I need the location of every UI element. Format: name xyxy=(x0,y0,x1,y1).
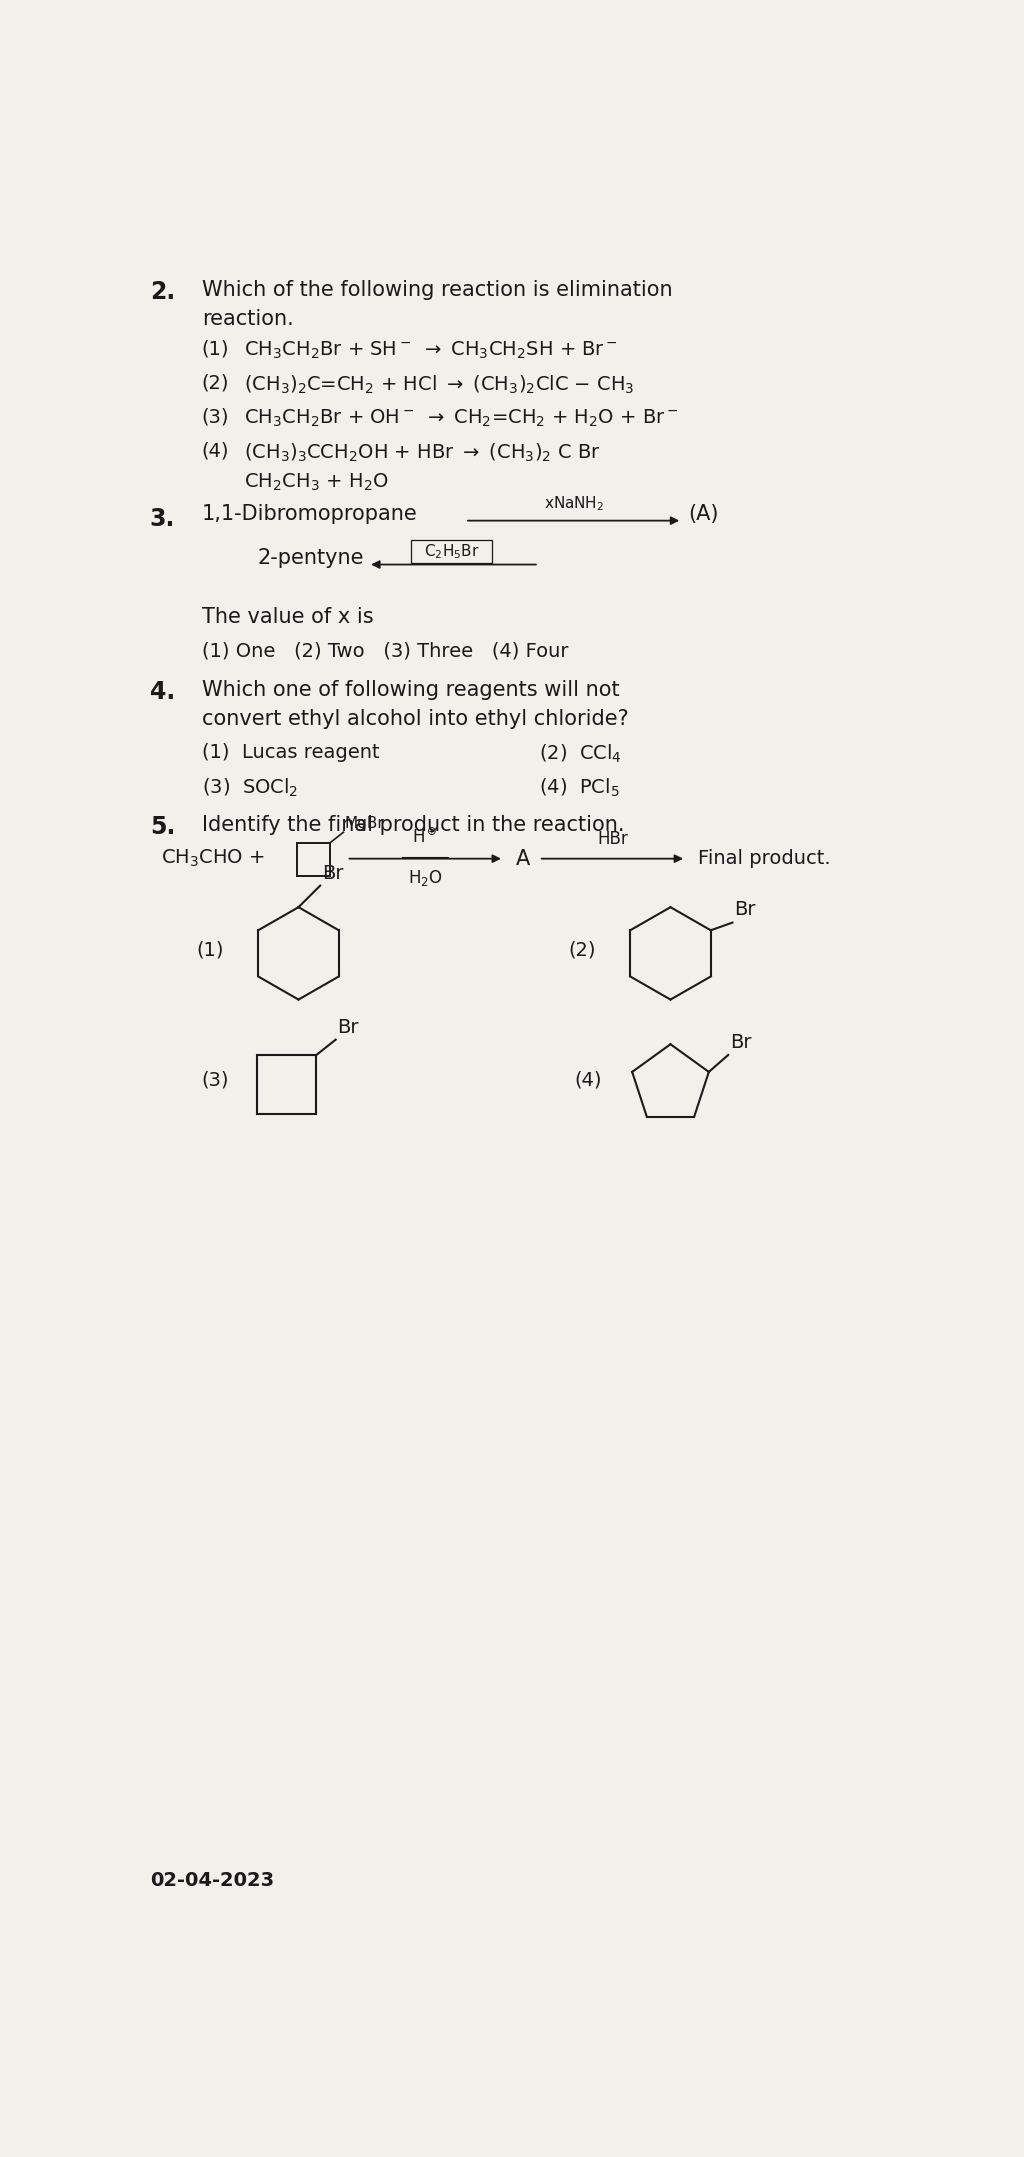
Text: Br: Br xyxy=(730,1033,752,1053)
Text: (2): (2) xyxy=(568,940,596,960)
Text: Final product.: Final product. xyxy=(697,850,830,867)
Text: CH$_3$CH$_2$Br + SH$^-$ $\rightarrow$ CH$_3$CH$_2$SH + Br$^-$: CH$_3$CH$_2$Br + SH$^-$ $\rightarrow$ CH… xyxy=(245,339,618,360)
Text: Br: Br xyxy=(322,863,343,882)
Bar xyxy=(257,1055,316,1113)
Text: (1)  Lucas reagent: (1) Lucas reagent xyxy=(202,744,379,761)
Text: H$^\oplus$: H$^\oplus$ xyxy=(413,828,438,848)
Text: CH$_3$CH$_2$Br + OH$^-$ $\rightarrow$ CH$_2$=CH$_2$ + H$_2$O + Br$^-$: CH$_3$CH$_2$Br + OH$^-$ $\rightarrow$ CH… xyxy=(245,408,679,429)
Text: (1) One   (2) Two   (3) Three   (4) Four: (1) One (2) Two (3) Three (4) Four xyxy=(202,641,568,660)
Bar xyxy=(297,843,330,876)
Text: 2-pentyne: 2-pentyne xyxy=(258,548,365,569)
Text: Which one of following reagents will not: Which one of following reagents will not xyxy=(202,679,620,701)
Text: 4.: 4. xyxy=(150,679,175,703)
Bar xyxy=(411,539,493,563)
Text: A: A xyxy=(515,848,529,869)
Text: Identify the final product in the reaction.: Identify the final product in the reacti… xyxy=(202,815,624,835)
Text: (1): (1) xyxy=(202,339,229,358)
Text: Which of the following reaction is elimination: Which of the following reaction is elimi… xyxy=(202,280,672,300)
Text: convert ethyl alcohol into ethyl chloride?: convert ethyl alcohol into ethyl chlorid… xyxy=(202,710,629,729)
Text: 2.: 2. xyxy=(150,280,175,304)
Text: (2)  CCl$_4$: (2) CCl$_4$ xyxy=(539,744,622,766)
Text: CH$_2$CH$_3$ + H$_2$O: CH$_2$CH$_3$ + H$_2$O xyxy=(245,472,389,494)
Text: CH$_3$CHO +: CH$_3$CHO + xyxy=(161,848,264,869)
Text: Br: Br xyxy=(734,899,756,919)
Text: (4)  PCl$_5$: (4) PCl$_5$ xyxy=(539,777,620,800)
Text: 02-04-2023: 02-04-2023 xyxy=(150,1872,273,1890)
Text: (A): (A) xyxy=(688,505,719,524)
Text: (1): (1) xyxy=(197,940,223,960)
Text: (CH$_3$)$_3$CCH$_2$OH + HBr $\rightarrow$ (CH$_3$)$_2$ C Br: (CH$_3$)$_3$CCH$_2$OH + HBr $\rightarrow… xyxy=(245,442,601,464)
Text: (CH$_3$)$_2$C=CH$_2$ + HCl $\rightarrow$ (CH$_3$)$_2$ClC $-$ CH$_3$: (CH$_3$)$_2$C=CH$_2$ + HCl $\rightarrow$… xyxy=(245,373,635,397)
Text: (3): (3) xyxy=(202,1070,229,1089)
Text: reaction.: reaction. xyxy=(202,308,293,328)
Text: (3)  SOCl$_2$: (3) SOCl$_2$ xyxy=(202,777,298,800)
Text: H$_2$O: H$_2$O xyxy=(408,867,442,889)
Text: C$_2$H$_5$Br: C$_2$H$_5$Br xyxy=(424,541,479,561)
Text: (4): (4) xyxy=(202,442,229,459)
Text: HBr: HBr xyxy=(597,830,628,848)
Text: xNaNH$_2$: xNaNH$_2$ xyxy=(544,494,603,513)
Text: 1,1-Dibromopropane: 1,1-Dibromopropane xyxy=(202,505,418,524)
Text: (4): (4) xyxy=(574,1070,602,1089)
Text: 3.: 3. xyxy=(150,507,175,531)
Text: MgBr: MgBr xyxy=(345,815,385,830)
Text: 5.: 5. xyxy=(150,815,175,839)
Text: (3): (3) xyxy=(202,408,229,427)
Text: (2): (2) xyxy=(202,373,229,393)
Text: The value of x is: The value of x is xyxy=(202,606,374,628)
Text: Br: Br xyxy=(337,1018,358,1038)
